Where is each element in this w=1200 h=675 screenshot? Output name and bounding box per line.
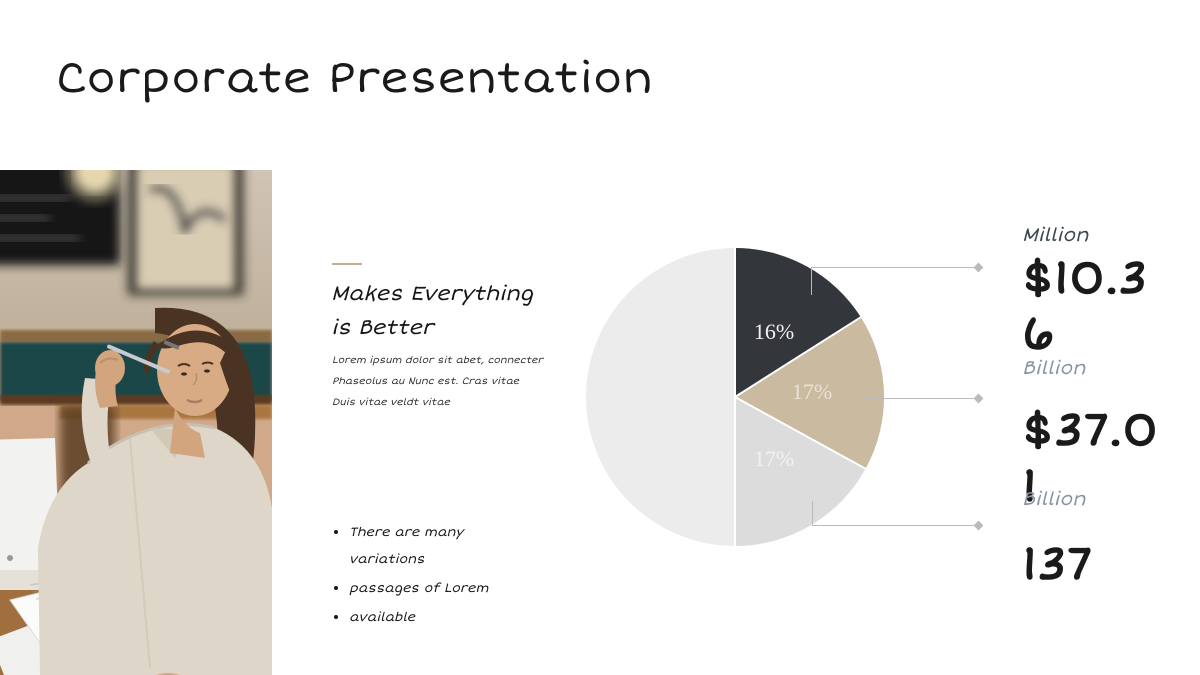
- svg-text:17%: 17%: [754, 446, 794, 471]
- svg-text:17%: 17%: [792, 379, 832, 404]
- svg-text:16%: 16%: [754, 319, 794, 344]
